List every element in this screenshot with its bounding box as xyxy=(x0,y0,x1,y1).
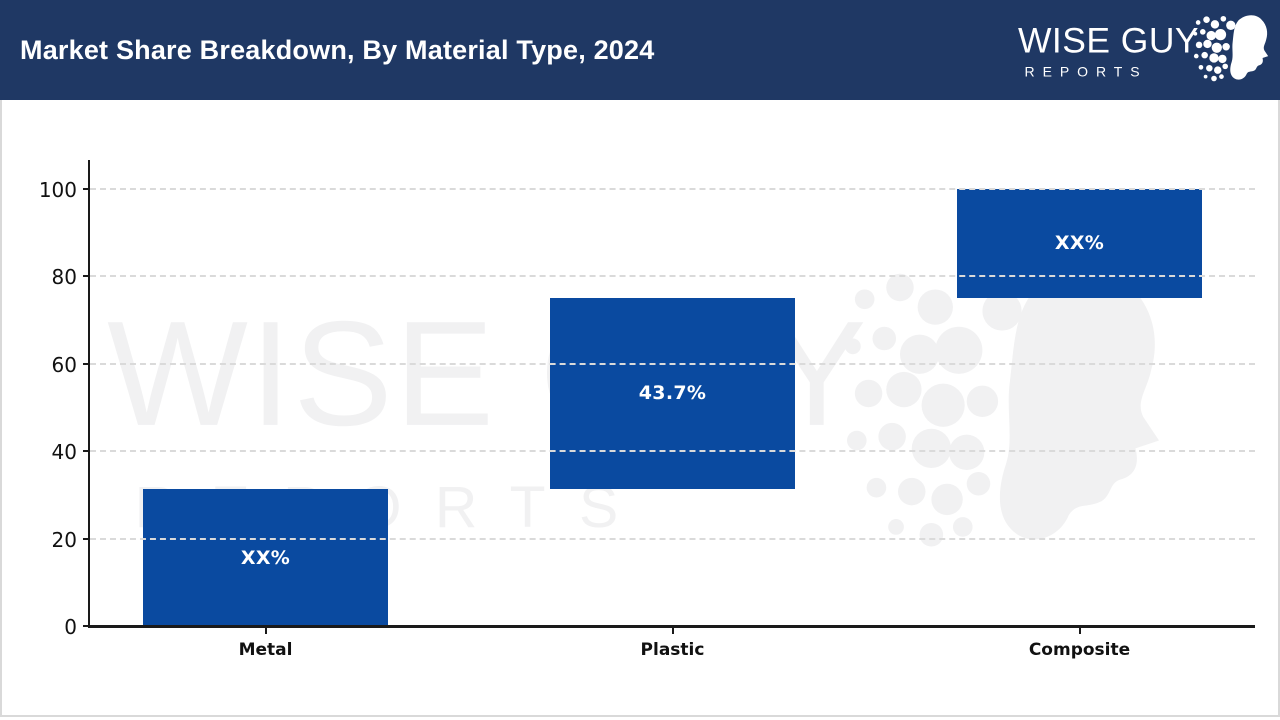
chart-title: Market Share Breakdown, By Material Type… xyxy=(20,34,655,65)
wiseguy-logo xyxy=(1018,14,1269,81)
gridline xyxy=(90,450,1255,452)
y-tick-label: 0 xyxy=(64,615,77,639)
gridline xyxy=(90,187,1255,190)
gridline xyxy=(90,362,1255,365)
x-tick-label: Composite xyxy=(1028,640,1131,660)
y-tick-label: 100 xyxy=(38,177,77,202)
x-tick-mark xyxy=(671,626,674,634)
x-axis-line xyxy=(88,625,1255,628)
y-tick-mark xyxy=(83,450,90,452)
y-tick-label: 40 xyxy=(51,440,77,464)
x-tick-label: Plastic xyxy=(640,640,705,660)
x-tick-mark xyxy=(264,626,267,634)
y-tick-mark xyxy=(83,625,90,627)
header-bar: Market Share Breakdown, By Material Type… xyxy=(0,0,1280,100)
y-tick-mark xyxy=(83,362,90,365)
gridline xyxy=(90,537,1255,540)
y-tick-mark xyxy=(83,187,90,190)
x-tick-label: Metal xyxy=(238,640,293,660)
gridline xyxy=(90,275,1255,277)
bar-value-label: 43.7% xyxy=(638,382,707,405)
y-axis-line xyxy=(88,160,90,628)
y-tick-mark xyxy=(83,275,90,277)
y-tick-label: 60 xyxy=(51,352,77,377)
bar-value-label: XX% xyxy=(1054,232,1105,255)
y-tick-mark xyxy=(83,537,90,540)
chart-canvas: XX% 43.7% XX% 0 20 40 60 80 100 Metal Plastic Compo… xyxy=(0,100,1280,717)
x-tick-mark xyxy=(1078,626,1081,634)
bar-value-label: XX% xyxy=(240,546,291,569)
plot-area: XX% 43.7% XX% 0 20 40 60 80 100 Metal Plastic Compo… xyxy=(2,100,1278,715)
y-tick-label: 20 xyxy=(51,527,77,552)
y-tick-label: 80 xyxy=(51,265,77,289)
